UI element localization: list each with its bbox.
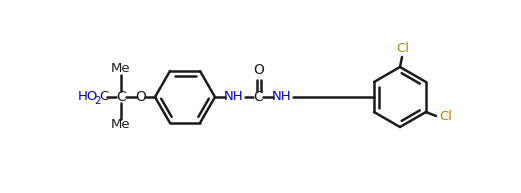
Text: O: O	[135, 90, 146, 104]
Text: NH: NH	[272, 91, 292, 103]
Text: C: C	[116, 90, 126, 104]
Text: NH: NH	[224, 91, 244, 103]
Text: Cl: Cl	[396, 41, 410, 54]
Text: 2: 2	[95, 96, 101, 106]
Text: O: O	[253, 63, 264, 77]
Text: C: C	[100, 91, 108, 103]
Text: Cl: Cl	[440, 111, 452, 124]
Text: Me: Me	[111, 119, 131, 131]
Text: Me: Me	[111, 63, 131, 75]
Text: C: C	[253, 90, 263, 104]
Text: HO: HO	[78, 91, 98, 103]
